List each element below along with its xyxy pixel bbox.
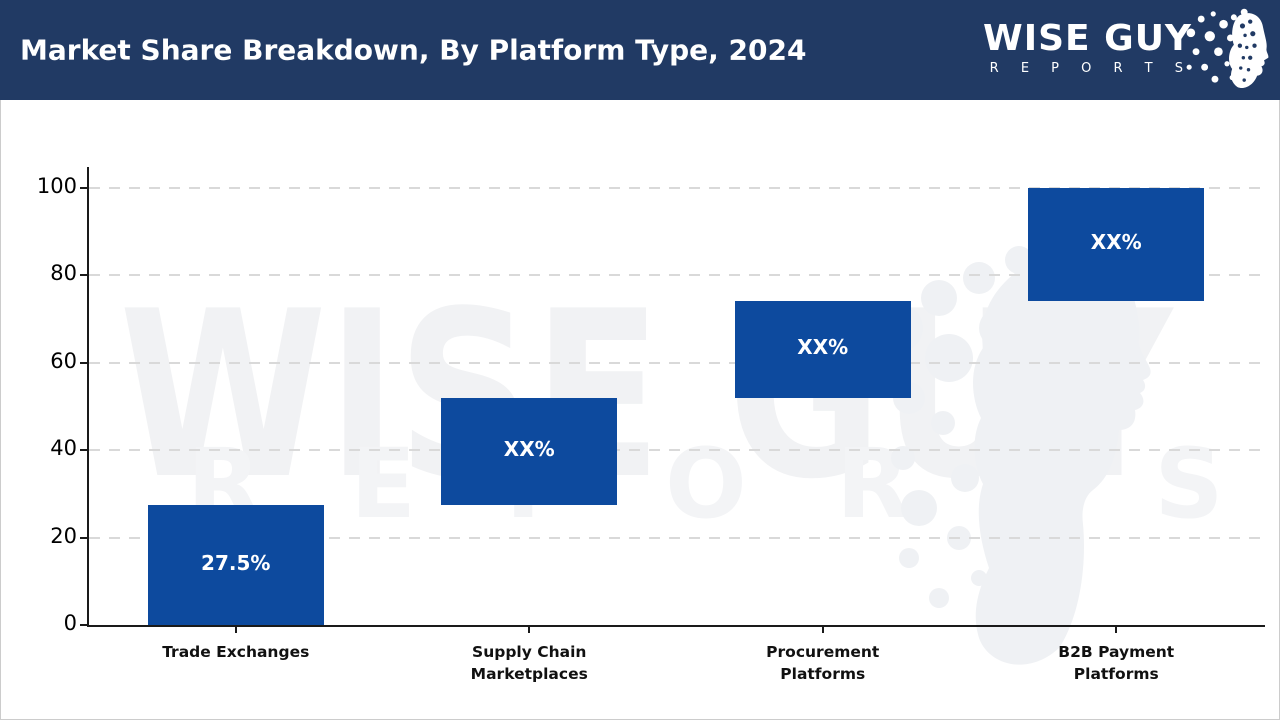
- bar-value-label-supply-chain-marketplaces: XX%: [503, 437, 555, 462]
- x-axis-line: [87, 625, 1265, 627]
- bar-trade-exchanges: [147, 504, 324, 625]
- logo-wordmark: WISE GUY: [982, 18, 1192, 59]
- x-tick-mark-supply-chain-marketplaces: [528, 627, 531, 633]
- y-tick-mark-0: [80, 624, 88, 626]
- x-category-label-procurement-platforms: Procurement Platforms: [766, 643, 880, 684]
- y-tick-mark-20: [80, 536, 88, 539]
- y-tick-label-40: 40: [50, 436, 77, 460]
- grid-line-60: [89, 361, 1263, 364]
- y-tick-label-20: 20: [50, 523, 77, 548]
- y-tick-label-60: 60: [50, 348, 77, 373]
- bar-value-label-procurement-platforms: XX%: [797, 335, 849, 360]
- grid-line-20: [89, 536, 1263, 539]
- y-tick-label-80: 80: [50, 261, 77, 285]
- x-tick-mark-trade-exchanges: [234, 627, 237, 633]
- x-category-label-b2b-payment-platforms: B2B Payment Platforms: [1058, 643, 1175, 684]
- x-category-label-trade-exchanges: Trade Exchanges: [162, 643, 310, 661]
- y-tick-mark-60: [80, 361, 88, 364]
- y-tick-label-100: 100: [36, 173, 77, 198]
- grid-line-100: [89, 186, 1263, 189]
- x-tick-mark-procurement-platforms: [821, 627, 824, 633]
- grid-line-40: [89, 449, 1263, 451]
- y-tick-mark-100: [80, 186, 88, 189]
- x-category-label-supply-chain-marketplaces: Supply Chain Marketplaces: [470, 643, 588, 684]
- x-tick-mark-b2b-payment-platforms: [1115, 627, 1118, 633]
- bar-b2b-payment-platforms: [1028, 187, 1205, 302]
- y-tick-mark-80: [80, 274, 88, 276]
- wise-guy-reports-logo: WISE GUY R E P O R T S: [983, 4, 1270, 96]
- page-title: Market Share Breakdown, By Platform Type…: [20, 33, 807, 67]
- logo-text: WISE GUY R E P O R T S: [983, 20, 1192, 76]
- bar-supply-chain-marketplaces: [441, 397, 618, 505]
- bar-value-label-b2b-payment-platforms: XX%: [1090, 230, 1142, 255]
- chart-canvas: WISE GUY R E P O R T S 0 20 40 60 80 100 27.5%…: [0, 100, 1280, 720]
- y-tick-mark-40: [80, 449, 88, 451]
- logo-subtitle: R E P O R T S: [989, 60, 1192, 76]
- header-banner: Market Share Breakdown, By Platform Type…: [0, 0, 1280, 100]
- grid-line-80: [89, 274, 1263, 276]
- bar-value-label-trade-exchanges: 27.5%: [201, 550, 271, 575]
- bar-procurement-platforms: [734, 301, 911, 398]
- y-axis-line: [87, 167, 89, 627]
- y-tick-label-0: 0: [63, 611, 77, 635]
- logo-face-icon: [1186, 8, 1269, 89]
